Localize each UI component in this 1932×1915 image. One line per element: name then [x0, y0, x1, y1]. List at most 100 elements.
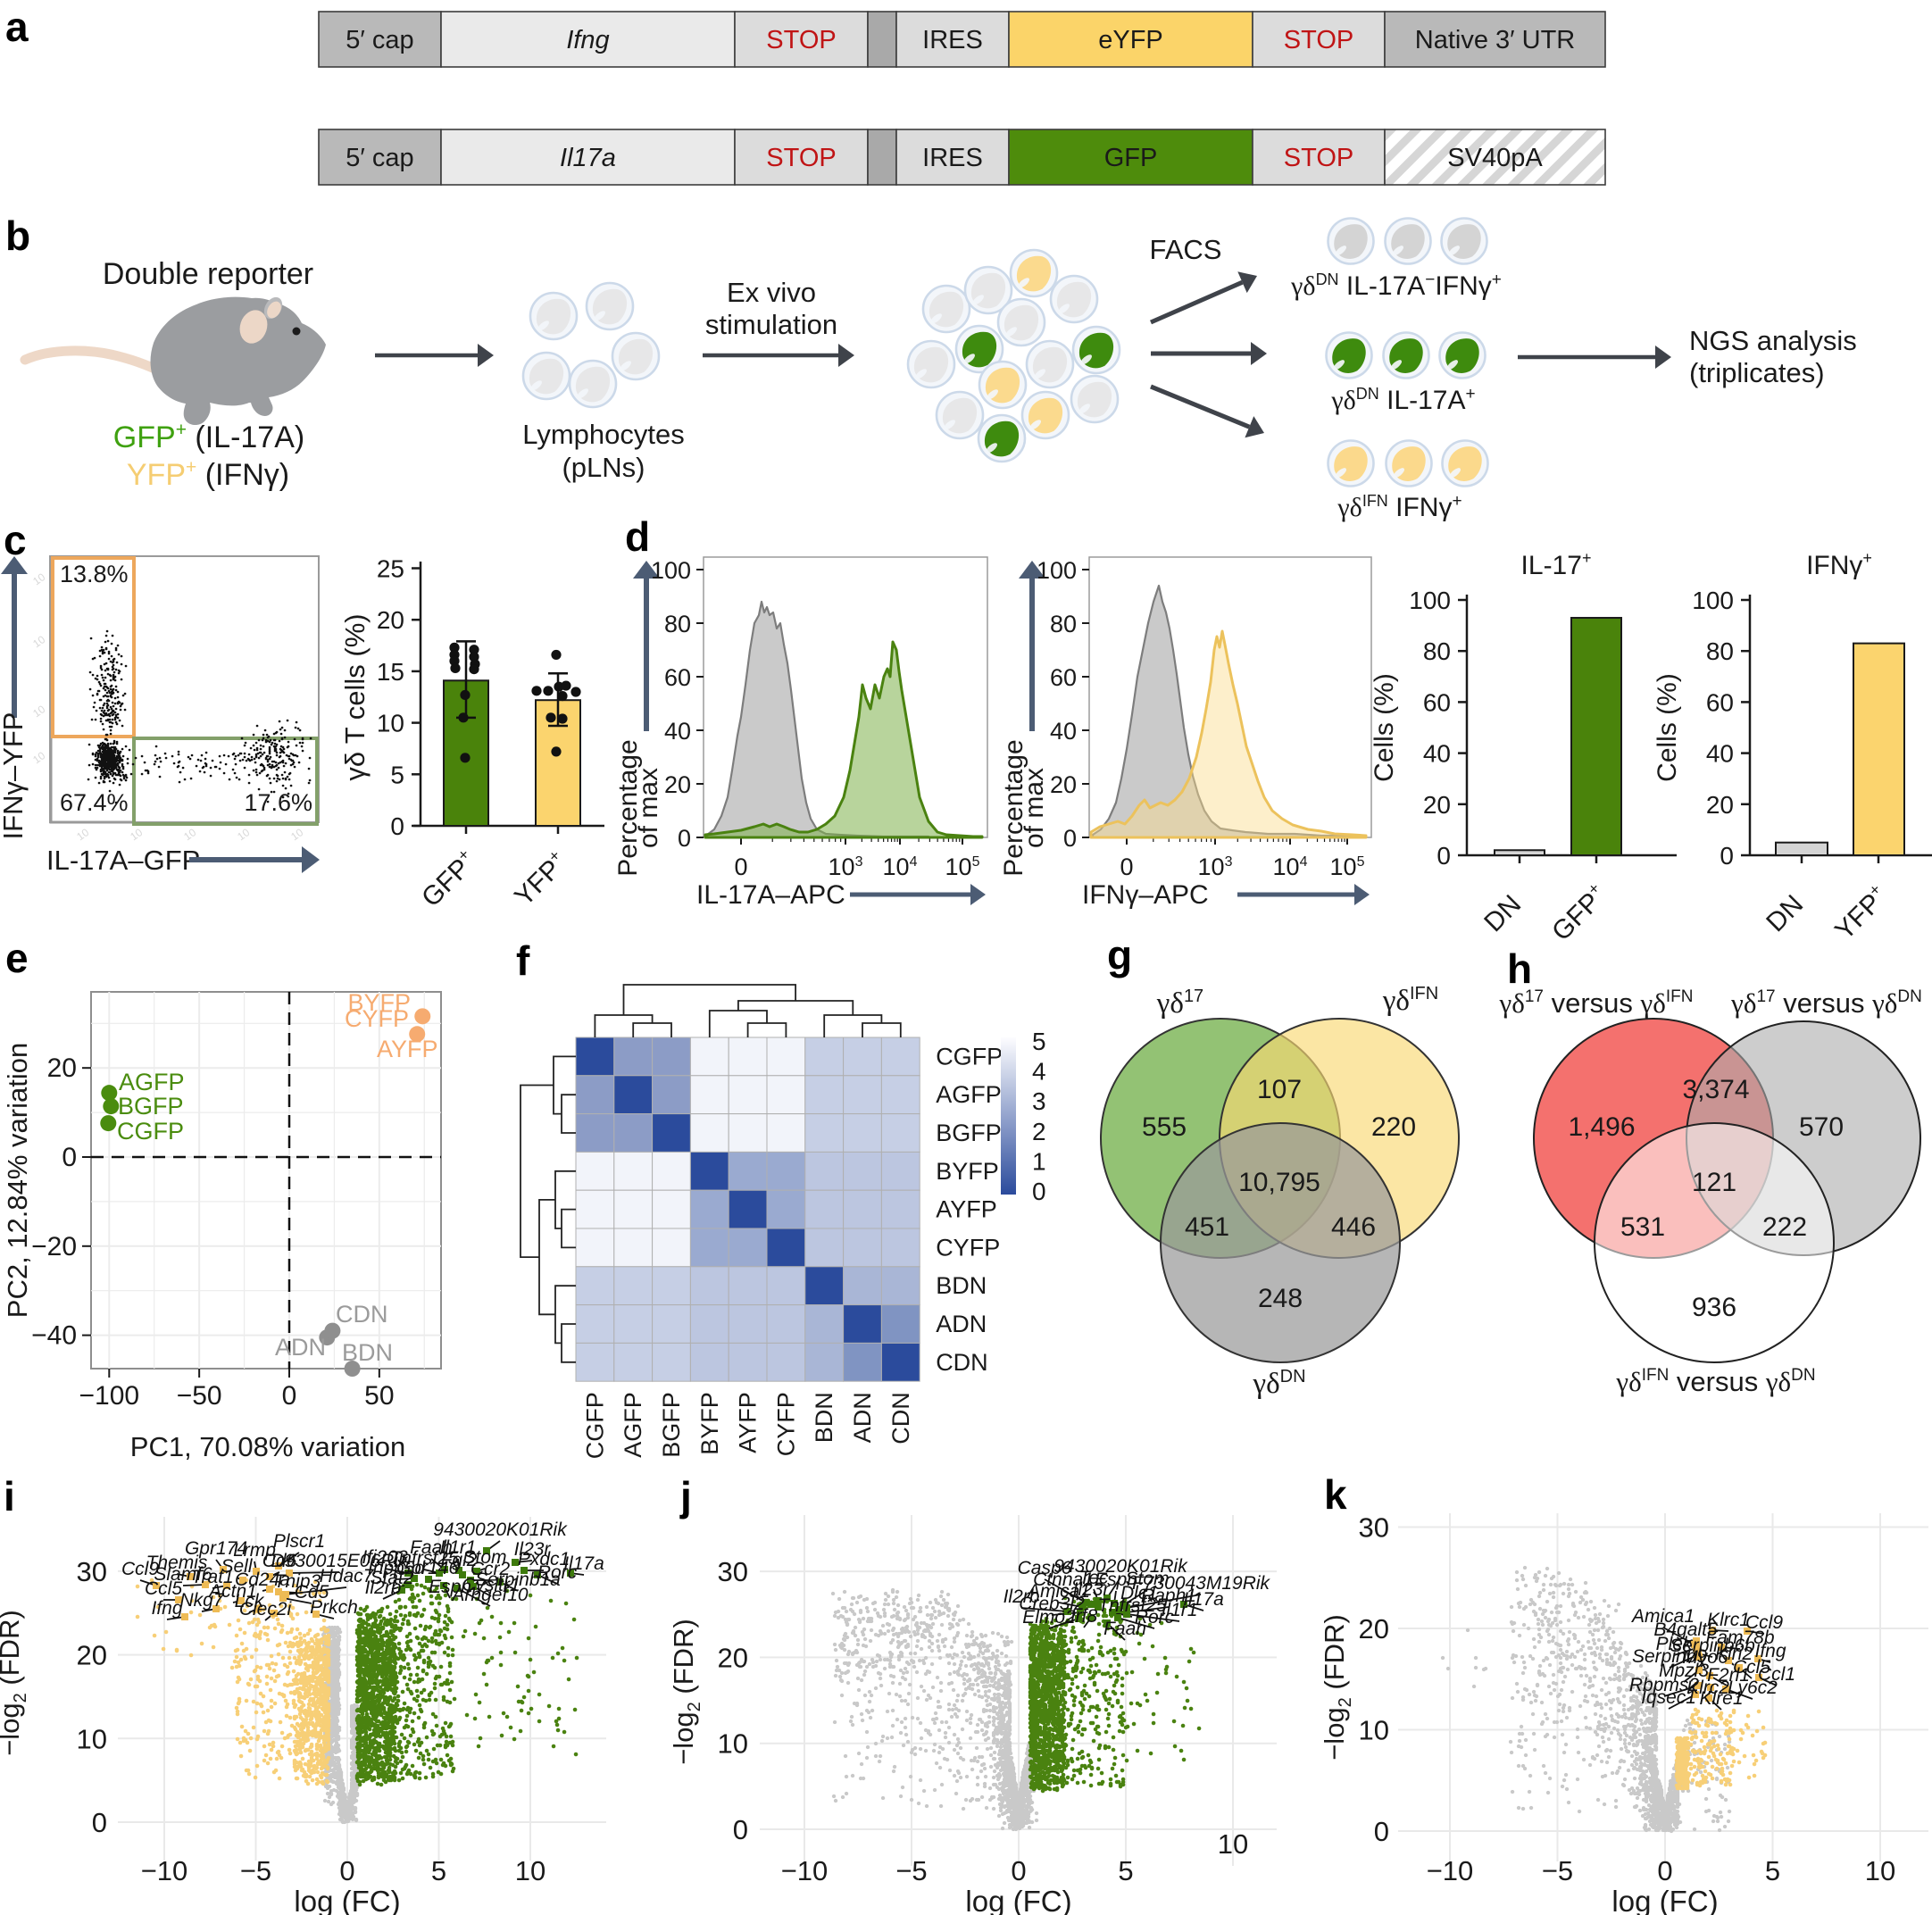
svg-text:Il17a: Il17a — [563, 1553, 604, 1574]
svg-text:CYFP: CYFP — [936, 1234, 1000, 1261]
svg-text:−100: −100 — [79, 1381, 140, 1411]
svg-text:Percentage: Percentage — [999, 739, 1028, 876]
svg-text:446: 446 — [1331, 1212, 1376, 1242]
svg-text:log (FC): log (FC) — [1611, 1885, 1718, 1915]
svg-text:936: 936 — [1692, 1293, 1736, 1322]
svg-text:Creb3l2: Creb3l2 — [1019, 1594, 1085, 1614]
svg-text:Ifng: Ifng — [566, 26, 609, 54]
svg-text:0: 0 — [1720, 842, 1734, 870]
svg-text:AYFP: AYFP — [377, 1036, 438, 1062]
svg-text:IL-17+: IL-17+ — [1521, 549, 1592, 580]
svg-text:Ex vivo: Ex vivo — [727, 277, 816, 308]
svg-text:Lymphocytes: Lymphocytes — [522, 419, 685, 450]
svg-text:Pxdc1: Pxdc1 — [518, 1549, 570, 1569]
svg-text:20: 20 — [1050, 771, 1077, 798]
svg-text:eYFP: eYFP — [1098, 26, 1163, 54]
svg-text:0: 0 — [1063, 825, 1077, 852]
svg-text:j: j — [679, 1473, 692, 1520]
svg-text:50: 50 — [364, 1381, 394, 1411]
svg-text:−10: −10 — [781, 1855, 829, 1886]
svg-text:γδIFN versus γδDN: γδIFN versus γδDN — [1615, 1366, 1815, 1397]
svg-text:a: a — [5, 4, 29, 50]
svg-text:1,496: 1,496 — [1568, 1112, 1635, 1142]
svg-text:γδDN IL-17A−IFNγ+: γδDN IL-17A−IFNγ+ — [1290, 271, 1502, 301]
svg-text:γδDN: γδDN — [1252, 1367, 1305, 1400]
svg-text:of max: of max — [1020, 768, 1049, 848]
svg-text:γδIFN IFNγ+: γδIFN IFNγ+ — [1337, 492, 1461, 522]
svg-text:121: 121 — [1692, 1168, 1736, 1197]
svg-text:ADN: ADN — [275, 1334, 326, 1361]
svg-text:248: 248 — [1258, 1284, 1303, 1313]
svg-text:γδIFN: γδIFN — [1382, 984, 1438, 1017]
svg-text:Il17a: Il17a — [1183, 1589, 1224, 1610]
svg-text:5: 5 — [1032, 1028, 1046, 1055]
svg-text:i: i — [4, 1473, 15, 1520]
svg-text:60: 60 — [1706, 688, 1734, 716]
svg-text:STOP: STOP — [1284, 26, 1353, 54]
svg-text:D930015E06Rik: D930015E06Rik — [271, 1551, 409, 1571]
svg-text:Serpinb9: Serpinb9 — [1632, 1646, 1707, 1667]
svg-text:Ccl5: Ccl5 — [1733, 1657, 1770, 1678]
svg-text:10: 10 — [377, 710, 404, 737]
svg-text:Native 3′ UTR: Native 3′ UTR — [1415, 26, 1575, 54]
svg-text:0: 0 — [1374, 1816, 1389, 1847]
svg-text:CYFP: CYFP — [345, 1005, 409, 1032]
svg-text:0: 0 — [339, 1855, 354, 1886]
svg-text:10: 10 — [718, 1728, 748, 1760]
svg-text:Lrmp: Lrmp — [233, 1540, 276, 1561]
svg-text:CGFP: CGFP — [117, 1118, 184, 1145]
svg-text:100: 100 — [1037, 557, 1077, 584]
svg-text:100: 100 — [1692, 587, 1734, 614]
svg-text:40: 40 — [1706, 740, 1734, 768]
svg-text:(triplicates): (triplicates) — [1689, 357, 1825, 388]
svg-text:Ccl1: Ccl1 — [1758, 1664, 1795, 1685]
svg-text:Sell: Sell — [221, 1556, 253, 1577]
svg-text:STOP: STOP — [1284, 144, 1353, 172]
svg-text:10: 10 — [1359, 1715, 1389, 1746]
svg-text:AYFP: AYFP — [735, 1392, 762, 1453]
svg-text:log (FC): log (FC) — [965, 1885, 1071, 1915]
svg-text:10: 10 — [1218, 1828, 1248, 1860]
svg-text:0: 0 — [390, 812, 404, 840]
svg-text:Ifi203: Ifi203 — [362, 1547, 408, 1568]
svg-text:AGFP: AGFP — [936, 1081, 1002, 1108]
svg-text:5′ cap: 5′ cap — [346, 144, 413, 172]
svg-text:222: 222 — [1762, 1212, 1807, 1242]
svg-text:Faah: Faah — [410, 1537, 453, 1558]
svg-text:100: 100 — [1409, 587, 1451, 614]
svg-text:Ifng: Ifng — [151, 1598, 182, 1619]
svg-text:Plek: Plek — [1656, 1634, 1694, 1654]
svg-text:Faah: Faah — [1103, 1619, 1146, 1639]
svg-text:d: d — [625, 513, 650, 560]
svg-text:220: 220 — [1371, 1112, 1416, 1142]
svg-text:Prkch: Prkch — [310, 1597, 358, 1618]
svg-text:γδ T cells (%): γδ T cells (%) — [339, 613, 371, 780]
svg-text:531: 531 — [1620, 1212, 1665, 1242]
svg-text:YFP+ (IFNγ): YFP+ (IFNγ) — [127, 457, 289, 492]
svg-text:Stom: Stom — [462, 1547, 506, 1568]
svg-text:Gpr174: Gpr174 — [185, 1538, 247, 1559]
svg-text:CDN: CDN — [336, 1301, 388, 1328]
svg-text:−10: −10 — [1427, 1855, 1474, 1886]
svg-text:PC1, 70.08% variation: PC1, 70.08% variation — [130, 1431, 405, 1462]
svg-text:Klre1: Klre1 — [1699, 1688, 1743, 1709]
svg-text:γδ17 versus γδDN: γδ17 versus γδDN — [1730, 987, 1922, 1019]
svg-text:Nkg7: Nkg7 — [179, 1590, 224, 1611]
svg-text:60: 60 — [1050, 664, 1077, 691]
svg-text:Ly6c2: Ly6c2 — [1728, 1678, 1778, 1698]
svg-text:25: 25 — [377, 555, 404, 583]
svg-text:20: 20 — [1359, 1613, 1389, 1644]
svg-text:Double reporter: Double reporter — [103, 257, 313, 291]
svg-text:Tnip3: Tnip3 — [274, 1571, 321, 1592]
svg-text:451: 451 — [1185, 1212, 1229, 1242]
svg-text:0: 0 — [92, 1807, 107, 1838]
svg-text:f: f — [516, 937, 530, 984]
svg-text:BDN: BDN — [936, 1272, 987, 1299]
svg-text:Ccl9: Ccl9 — [1745, 1612, 1783, 1633]
svg-text:40: 40 — [664, 718, 691, 745]
svg-text:Irf8: Irf8 — [1070, 1606, 1098, 1627]
svg-text:Mpzl3: Mpzl3 — [1659, 1661, 1709, 1681]
svg-text:Trat1: Trat1 — [191, 1567, 233, 1587]
svg-text:−40: −40 — [31, 1321, 77, 1351]
svg-text:5′ cap: 5′ cap — [346, 26, 413, 54]
